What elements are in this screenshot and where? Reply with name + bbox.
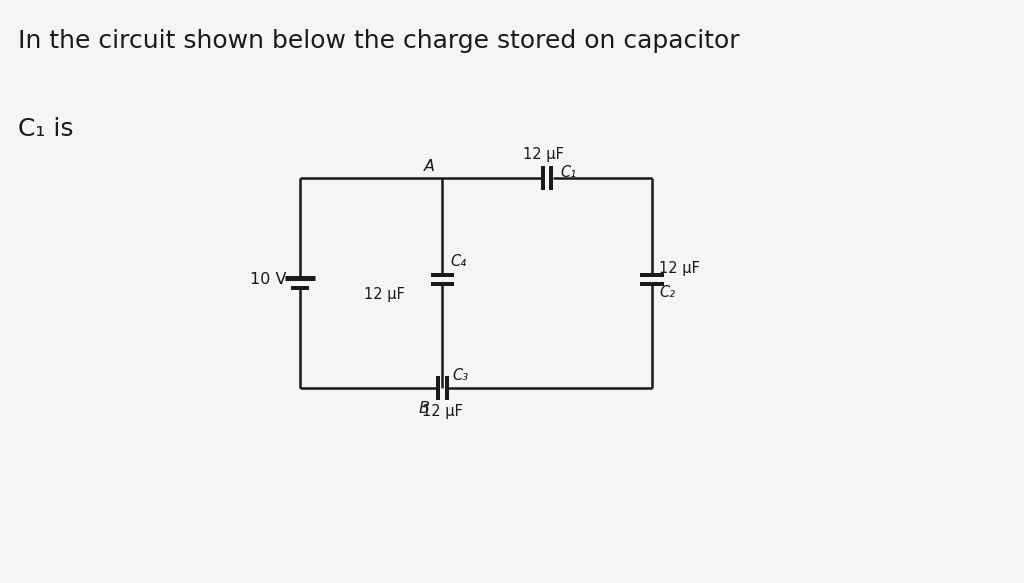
Text: C₁ is: C₁ is xyxy=(18,117,74,141)
Text: 12 μF: 12 μF xyxy=(523,147,564,162)
Text: C₂: C₂ xyxy=(659,286,676,300)
Text: A: A xyxy=(424,159,434,174)
Text: 10 V: 10 V xyxy=(251,272,287,287)
Text: 12 μF: 12 μF xyxy=(364,287,404,302)
Text: In the circuit shown below the charge stored on capacitor: In the circuit shown below the charge st… xyxy=(18,29,740,53)
Text: 12 μF: 12 μF xyxy=(659,261,700,276)
Text: B: B xyxy=(418,402,429,416)
Text: C₃: C₃ xyxy=(453,368,469,384)
Text: C₁: C₁ xyxy=(560,165,577,180)
Text: C₄: C₄ xyxy=(450,254,466,269)
Text: 12 μF: 12 μF xyxy=(422,405,463,419)
